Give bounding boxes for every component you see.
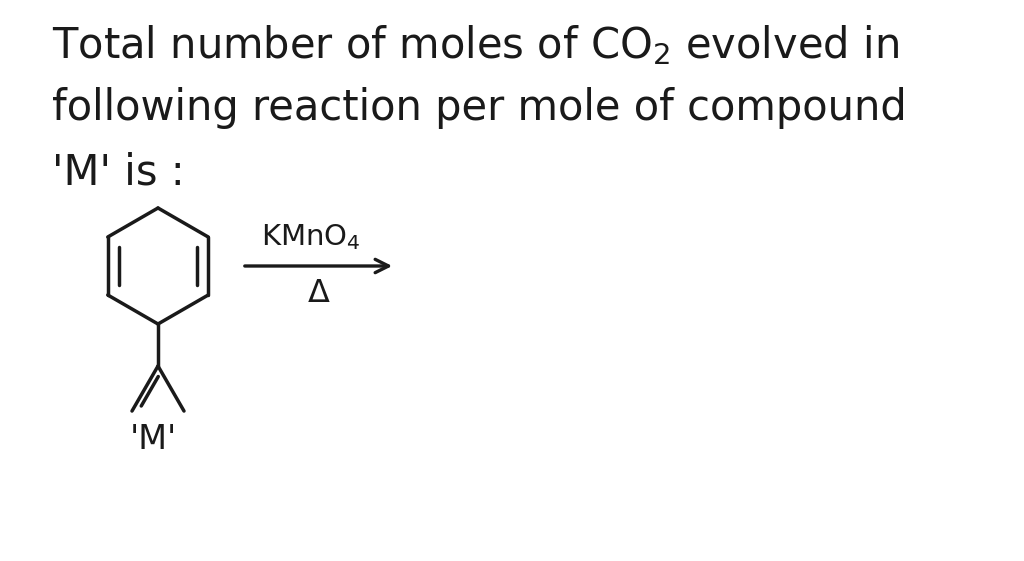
Text: 'M': 'M'	[129, 423, 176, 456]
Text: KMnO$_4$: KMnO$_4$	[261, 222, 360, 252]
Text: Total number of moles of CO$_2$ evolved in: Total number of moles of CO$_2$ evolved …	[52, 23, 899, 67]
Text: following reaction per mole of compound: following reaction per mole of compound	[52, 87, 906, 129]
Text: Δ: Δ	[307, 278, 330, 309]
Text: 'M' is :: 'M' is :	[52, 151, 184, 193]
